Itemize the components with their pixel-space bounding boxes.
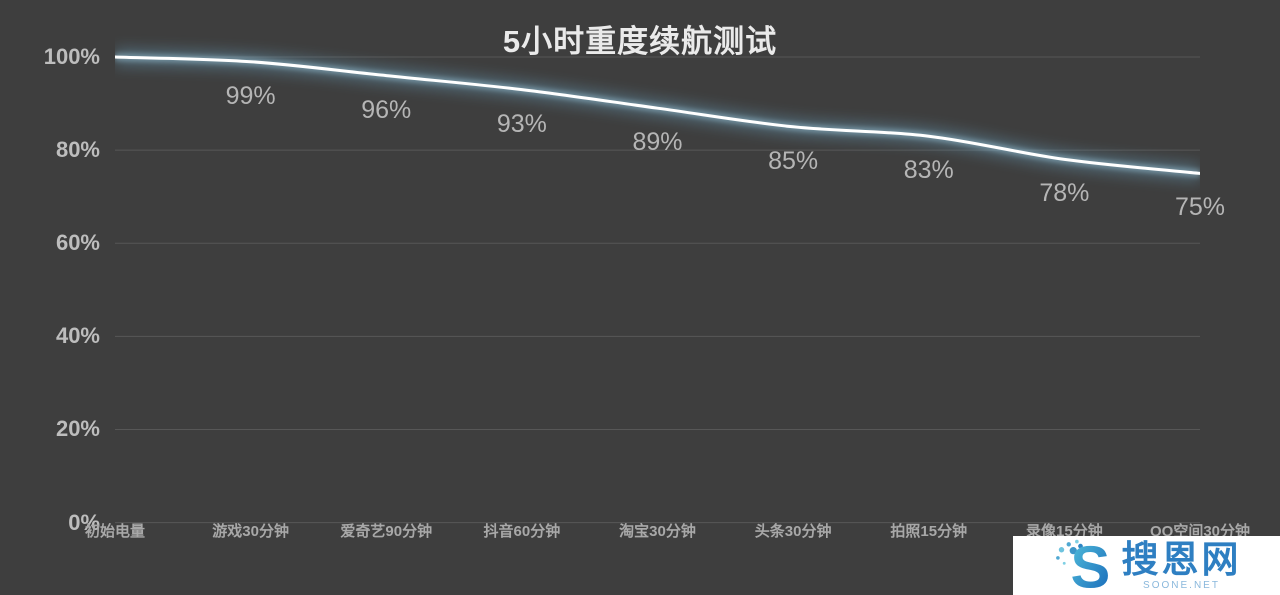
y-axis-label: 0% — [68, 509, 100, 535]
x-axis-label: 初始电量 — [84, 523, 145, 540]
x-axis-label: 抖音60分钟 — [483, 523, 561, 540]
data-label: 75% — [1174, 193, 1226, 222]
x-axis-label: QQ空间30分钟 — [1149, 523, 1251, 540]
battery-line — [115, 55, 1200, 175]
chart-title: 5小时重度续航测试 — [502, 24, 778, 59]
data-label: 99% — [225, 81, 276, 110]
data-label: 89% — [632, 128, 683, 157]
data-label: 93% — [496, 109, 547, 138]
y-axis-label: 60% — [55, 230, 100, 256]
x-axis-label: 淘宝30分钟 — [619, 523, 696, 540]
x-axis-label: 爱奇艺90分钟 — [340, 523, 433, 540]
watermark-site-name: 搜恩网 — [1121, 538, 1242, 580]
logo-letter: S — [1070, 538, 1110, 594]
soone-logo-icon: S — [1055, 538, 1110, 594]
y-axis-label: 40% — [55, 323, 100, 349]
data-label: 83% — [903, 156, 954, 185]
data-label: 85% — [768, 146, 819, 175]
x-axis-label: 录像15分钟 — [1026, 523, 1103, 540]
watermark-text: 搜恩网 SOONE.NET — [1122, 541, 1242, 591]
watermark-site-domain: SOONE.NET — [1143, 579, 1220, 591]
y-axis-label: 80% — [55, 137, 100, 163]
data-label: 96% — [361, 95, 412, 124]
x-axis-label: 拍照15分钟 — [890, 523, 968, 540]
x-axis-label: 头条30分钟 — [754, 523, 832, 540]
x-axis-label: 游戏30分钟 — [212, 523, 289, 540]
data-label: 78% — [1039, 179, 1090, 208]
y-axis-label: 100% — [43, 44, 100, 69]
watermark: S 搜恩网 SOONE.NET — [1013, 536, 1280, 595]
y-axis-label: 20% — [55, 416, 100, 442]
